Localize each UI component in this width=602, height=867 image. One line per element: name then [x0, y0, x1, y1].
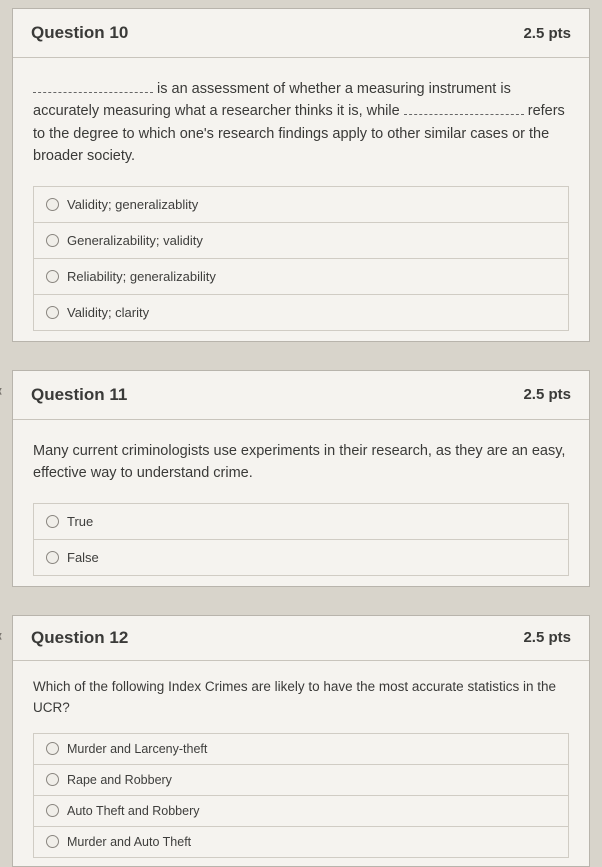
question-title: Question 11 [31, 385, 127, 405]
radio-icon[interactable] [46, 270, 59, 283]
option-label: Auto Theft and Robbery [67, 804, 200, 818]
option-label: Validity; clarity [67, 305, 149, 320]
option-row[interactable]: True [34, 504, 568, 540]
option-row[interactable]: Auto Theft and Robbery [34, 796, 568, 827]
question-stem: Many current criminologists use experime… [33, 440, 569, 485]
question-stem: is an assessment of whether a measuring … [33, 78, 569, 168]
option-row[interactable]: False [34, 540, 568, 576]
question-stem: Which of the following Index Crimes are … [33, 677, 569, 719]
option-label: Validity; generalizablity [67, 197, 198, 212]
question-title: Question 10 [31, 23, 128, 43]
options-list: Validity; generalizablity Generalizabili… [33, 186, 569, 331]
question-body: Many current criminologists use experime… [13, 420, 589, 586]
option-label: Murder and Auto Theft [67, 835, 191, 849]
radio-icon[interactable] [46, 234, 59, 247]
question-points: 2.5 pts [523, 629, 571, 646]
radio-icon[interactable] [46, 306, 59, 319]
flag-button[interactable] [0, 384, 8, 404]
question-card-12: Question 12 2.5 pts Which of the followi… [12, 615, 590, 867]
question-header: Question 10 2.5 pts [13, 9, 589, 58]
options-list: Murder and Larceny-theft Rape and Robber… [33, 733, 569, 858]
question-body: is an assessment of whether a measuring … [13, 58, 589, 341]
option-row[interactable]: Validity; generalizablity [34, 187, 568, 223]
question-body: Which of the following Index Crimes are … [13, 661, 589, 866]
question-card-10: Question 10 2.5 pts is an assessment of … [12, 8, 590, 342]
option-row[interactable]: Murder and Auto Theft [34, 827, 568, 858]
option-row[interactable]: Rape and Robbery [34, 765, 568, 796]
radio-icon[interactable] [46, 198, 59, 211]
flag-button[interactable] [0, 629, 8, 649]
options-list: True False [33, 503, 569, 576]
option-row[interactable]: Murder and Larceny-theft [34, 734, 568, 765]
option-label: False [67, 550, 99, 565]
question-header: Question 11 2.5 pts [13, 371, 589, 420]
flag-icon [0, 631, 6, 647]
option-label: Murder and Larceny-theft [67, 742, 207, 756]
question-points: 2.5 pts [523, 386, 571, 403]
question-header: Question 12 2.5 pts [13, 616, 589, 661]
radio-icon[interactable] [46, 835, 59, 848]
question-title: Question 12 [31, 628, 128, 648]
blank-2 [404, 101, 524, 115]
radio-icon[interactable] [46, 773, 59, 786]
question-points: 2.5 pts [523, 25, 571, 42]
radio-icon[interactable] [46, 742, 59, 755]
blank-1 [33, 79, 153, 93]
option-label: Reliability; generalizability [67, 269, 216, 284]
radio-icon[interactable] [46, 804, 59, 817]
option-row[interactable]: Reliability; generalizability [34, 259, 568, 295]
flag-icon [0, 386, 6, 402]
question-card-11: Question 11 2.5 pts Many current crimino… [12, 370, 590, 587]
option-row[interactable]: Validity; clarity [34, 295, 568, 331]
radio-icon[interactable] [46, 551, 59, 564]
option-label: True [67, 514, 93, 529]
option-label: Generalizability; validity [67, 233, 203, 248]
radio-icon[interactable] [46, 515, 59, 528]
option-row[interactable]: Generalizability; validity [34, 223, 568, 259]
option-label: Rape and Robbery [67, 773, 172, 787]
